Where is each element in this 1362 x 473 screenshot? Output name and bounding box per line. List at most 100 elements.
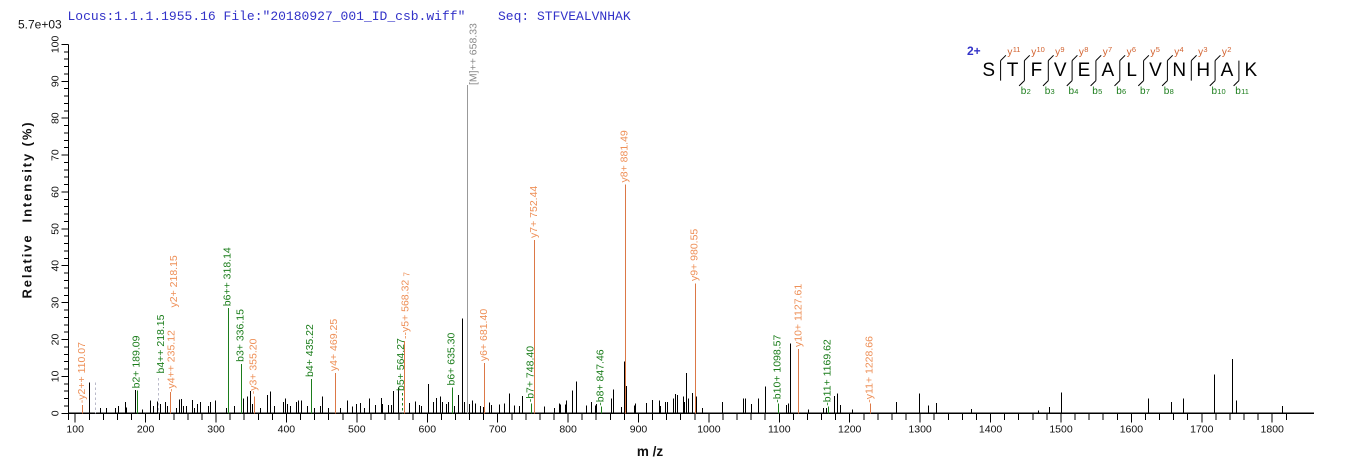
svg-text:y10+ 1127.61: y10+ 1127.61 [792, 284, 804, 347]
svg-text:L: L [1126, 60, 1137, 81]
svg-text:y: y [1055, 47, 1060, 58]
svg-text:y6+ 681.40: y6+ 681.40 [478, 309, 490, 361]
svg-text:6: 6 [1132, 45, 1136, 54]
svg-text:0: 0 [49, 410, 61, 416]
svg-text:y: y [1198, 47, 1203, 58]
svg-text:y: y [1103, 47, 1108, 58]
svg-text:Relative Intensity (%): Relative Intensity (%) [20, 120, 35, 298]
svg-text:10: 10 [1217, 87, 1225, 96]
svg-text:3: 3 [1051, 87, 1055, 96]
svg-text:--y5+ 568.32: --y5+ 568.32 [399, 280, 411, 339]
svg-text:y: y [1222, 47, 1227, 58]
svg-text:-b10+ 1098.57: -b10+ 1098.57 [772, 335, 784, 403]
svg-text:1700: 1700 [1190, 424, 1214, 436]
svg-text:y8+ 881.49: y8+ 881.49 [619, 130, 631, 182]
svg-text:b4++ 218.15: b4++ 218.15 [155, 314, 167, 373]
svg-text:60: 60 [49, 186, 61, 198]
svg-text:y: y [1127, 47, 1132, 58]
svg-text:8: 8 [1170, 87, 1174, 96]
svg-text:-b7+ 748.40: -b7+ 748.40 [525, 346, 537, 403]
svg-text:y9+ 980.55: y9+ 980.55 [689, 229, 701, 281]
svg-text:20: 20 [49, 334, 61, 346]
svg-text:b: b [1212, 86, 1218, 97]
svg-text:F: F [1031, 60, 1043, 81]
svg-text:-b11+ 1169.62: -b11+ 1169.62 [822, 339, 834, 406]
svg-text:b: b [1116, 86, 1122, 97]
svg-text:7: 7 [1108, 45, 1112, 54]
svg-text:1500: 1500 [1049, 424, 1073, 436]
svg-text:300: 300 [207, 424, 225, 436]
svg-text:Seq: STFVEALVNHAK: Seq: STFVEALVNHAK [498, 9, 631, 24]
svg-text:400: 400 [278, 424, 296, 436]
svg-text:4: 4 [1180, 45, 1184, 54]
svg-text:y7+ 752.44: y7+ 752.44 [528, 186, 540, 238]
svg-text:200: 200 [137, 424, 155, 436]
svg-text:b2+ 189.09: b2+ 189.09 [130, 335, 142, 388]
svg-text:b: b [1140, 86, 1146, 97]
svg-text:Locus:1.1.1.1955.16 File:"2018: Locus:1.1.1.1955.16 File:"20180927_001_I… [68, 9, 466, 24]
svg-text:1100: 1100 [768, 424, 791, 436]
svg-text:30: 30 [49, 297, 61, 309]
svg-text:1000: 1000 [697, 424, 721, 436]
svg-text:b5+ 564.27: b5+ 564.27 [395, 338, 407, 391]
svg-text:1600: 1600 [1120, 424, 1144, 436]
svg-text:b: b [1164, 86, 1170, 97]
svg-text:y: y [1150, 47, 1155, 58]
svg-text:A: A [1102, 60, 1115, 81]
svg-text:600: 600 [419, 424, 437, 436]
svg-text:y: y [1031, 47, 1036, 58]
svg-text:-y3+ 355.20: -y3+ 355.20 [248, 338, 260, 394]
svg-text:1800: 1800 [1261, 424, 1285, 436]
svg-text:T: T [1007, 60, 1019, 81]
svg-text:2: 2 [1227, 45, 1231, 54]
svg-text:K: K [1244, 60, 1257, 81]
svg-text:V: V [1054, 60, 1067, 81]
svg-text:E: E [1078, 60, 1091, 81]
svg-text:y: y [1007, 47, 1012, 58]
svg-text:5: 5 [1156, 45, 1160, 54]
svg-text:9: 9 [1060, 45, 1064, 54]
svg-text:1300: 1300 [908, 424, 932, 436]
svg-text:N: N [1172, 60, 1186, 81]
svg-text:-y2++ 110.07: -y2++ 110.07 [76, 342, 88, 403]
svg-text:1400: 1400 [979, 424, 1003, 436]
svg-text:y: y [1079, 47, 1084, 58]
svg-text:[M]++ 658.33: [M]++ 658.33 [468, 23, 480, 85]
svg-text:V: V [1149, 60, 1162, 81]
svg-text:2+: 2+ [967, 44, 981, 58]
svg-text:700: 700 [489, 424, 507, 436]
svg-text:H: H [1196, 60, 1210, 81]
svg-text:b6++ 318.14: b6++ 318.14 [222, 247, 234, 306]
svg-text:6: 6 [1122, 87, 1126, 96]
svg-text:b: b [1021, 86, 1027, 97]
svg-text:1200: 1200 [838, 424, 862, 436]
svg-text:5.7e+03: 5.7e+03 [18, 17, 62, 31]
svg-text:b: b [1045, 86, 1051, 97]
svg-text:90: 90 [49, 75, 61, 87]
svg-text:100: 100 [66, 424, 84, 436]
svg-text:5: 5 [1098, 87, 1102, 96]
svg-text:b: b [1092, 86, 1098, 97]
svg-text:y: y [1174, 47, 1179, 58]
svg-text:4: 4 [1074, 87, 1078, 96]
svg-text:m /z: m /z [637, 444, 664, 459]
svg-text:800: 800 [559, 424, 577, 436]
svg-text:11: 11 [1013, 45, 1021, 54]
svg-text:500: 500 [348, 424, 366, 436]
svg-text:b6+ 635.30: b6+ 635.30 [445, 332, 457, 385]
svg-text:900: 900 [630, 424, 648, 436]
svg-text:70: 70 [49, 149, 61, 161]
svg-text:10: 10 [49, 370, 61, 382]
svg-text:3: 3 [1203, 45, 1207, 54]
svg-text:S: S [982, 60, 995, 81]
svg-text:40: 40 [49, 260, 61, 272]
svg-text:2: 2 [1027, 87, 1031, 96]
svg-text:50: 50 [49, 223, 61, 235]
svg-text:11: 11 [1241, 87, 1249, 96]
svg-text:-b8+ 847.46: -b8+ 847.46 [595, 349, 607, 406]
svg-text:b3+ 336.15: b3+ 336.15 [234, 309, 246, 362]
svg-text:b: b [1069, 86, 1075, 97]
svg-text:-y11+ 1228.66: -y11+ 1228.66 [864, 336, 876, 403]
svg-text:b4+ 435.22: b4+ 435.22 [304, 324, 316, 377]
svg-text:y4+ 469.25: y4+ 469.25 [328, 319, 340, 371]
